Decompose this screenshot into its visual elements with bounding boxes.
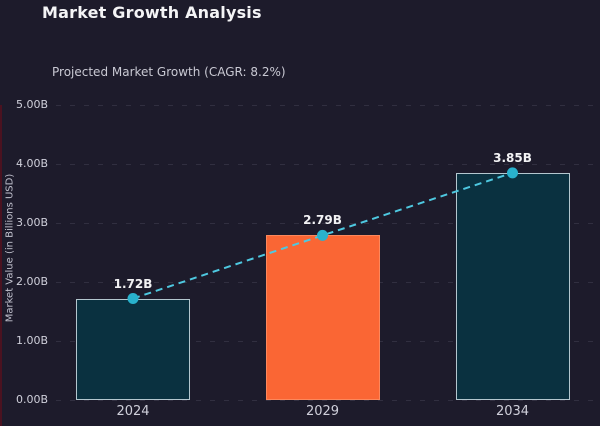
bar-2029 [265,235,380,400]
gridline-4.00B [56,163,600,165]
x-tick-2034: 2034 [495,404,530,419]
value-label-2034: 3.85B [493,150,532,165]
y-axis-label: Market Value (in Billions USD) [4,173,16,323]
y-tick-3.00B: 3.00B [15,216,48,229]
chart-subtitle: Projected Market Growth (CAGR: 8.2%) [52,65,286,79]
left-edge-strip [0,105,2,426]
x-tick-2029: 2029 [305,404,340,419]
gridline-5.00B [56,104,600,106]
y-tick-0.00B: 0.00B [15,393,48,406]
value-label-2024: 1.72B [113,276,153,291]
gridline-0.00B [56,399,600,401]
y-tick-4.00B: 4.00B [15,157,48,170]
value-label-2029: 2.79B [303,213,342,228]
x-tick-2024: 2024 [116,404,150,419]
y-tick-1.00B: 1.00B [15,334,48,347]
y-tick-5.00B: 5.00B [15,98,48,111]
bar-2034 [455,172,570,400]
bar-2024 [76,298,190,400]
y-tick-2.00B: 2.00B [15,275,48,288]
chart-title: Market Growth Analysis [42,3,262,22]
